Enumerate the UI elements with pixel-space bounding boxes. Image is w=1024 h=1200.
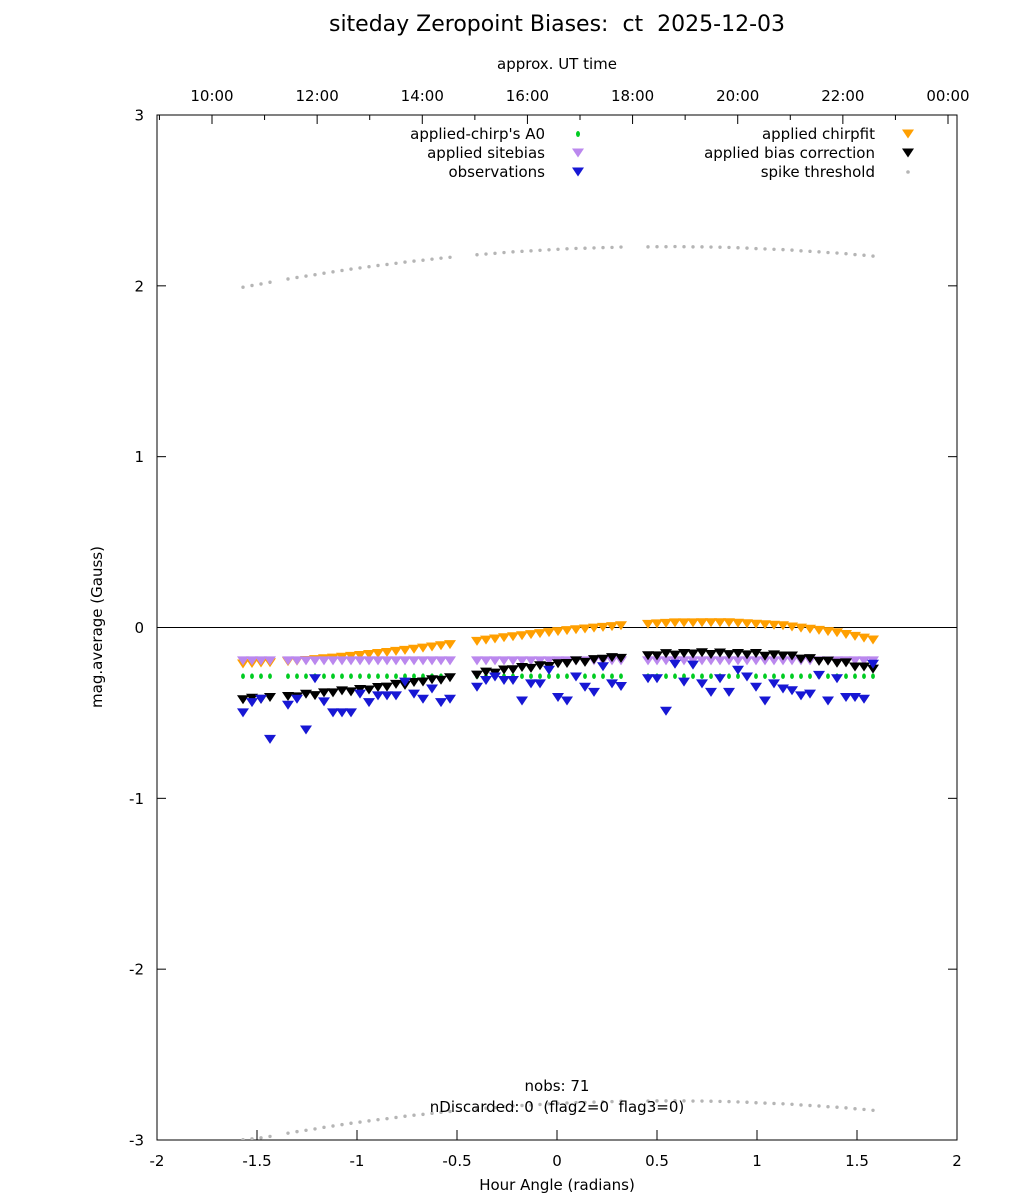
legend-entry-bias-correction: applied bias correction <box>575 143 920 162</box>
legend-label-observations: observations <box>448 162 545 181</box>
legend-entry-sitebias: applied sitebias <box>245 143 590 162</box>
legend-entry-chirpfit: applied chirpfit <box>575 124 920 143</box>
y-tick-label: -3 <box>129 1131 144 1149</box>
sitebias-legend-marker-icon <box>572 148 584 157</box>
series-observations <box>237 659 879 744</box>
x-tick-label: -1.5 <box>242 1152 271 1170</box>
legend-label-spike-threshold: spike threshold <box>760 162 875 181</box>
legend-entry-spike-threshold: spike threshold <box>575 162 920 181</box>
ut-tick-label: 16:00 <box>506 87 549 105</box>
y-tick-label: 1 <box>134 448 144 466</box>
x-tick-label: 1.5 <box>845 1152 869 1170</box>
y-tick-label: -1 <box>129 790 144 808</box>
y-tick-label: 3 <box>134 107 144 125</box>
y-tick-label: 2 <box>134 277 144 295</box>
observations-legend-marker-icon <box>572 167 584 176</box>
ut-tick-label: 22:00 <box>821 87 864 105</box>
ut-tick-label: 10:00 <box>190 87 233 105</box>
nobs-annotation: nobs: 71 <box>524 1077 590 1095</box>
series-a0 <box>241 673 875 679</box>
ut-tick-label: 00:00 <box>926 87 969 105</box>
x-tick-label: 2 <box>952 1152 962 1170</box>
y-axis-title: mag.average (Gauss) <box>88 546 106 708</box>
legend-label-chirpfit: applied chirpfit <box>761 124 875 143</box>
x-axis-title: Hour Angle (radians) <box>479 1176 635 1194</box>
ut-tick-label: 18:00 <box>611 87 654 105</box>
ndiscarded-annotation: nDiscarded: 0 (flag2=0 flag3=0) <box>429 1098 685 1116</box>
y-tick-label: -2 <box>129 961 144 979</box>
legend-label-bias-correction: applied bias correction <box>704 143 875 162</box>
ut-tick-label: 14:00 <box>401 87 444 105</box>
y-axis-ticks: 3 2 1 0 -1 -2 -3 <box>129 107 957 1149</box>
series-chirpfit <box>237 618 879 669</box>
series-bias_correction <box>237 648 879 705</box>
x-tick-label: -2 <box>150 1152 165 1170</box>
series-spike_threshold_lower <box>241 1099 875 1140</box>
x-tick-label: -1 <box>350 1152 365 1170</box>
legend-entry-observations: observations <box>245 162 590 181</box>
legend-label-a0: applied-chirp's A0 <box>410 124 545 143</box>
ut-tick-label: 12:00 <box>296 87 339 105</box>
x-tick-label: 0.5 <box>645 1152 669 1170</box>
x-tick-label: 0 <box>552 1152 562 1170</box>
x-axis-ticks: -2 -1.5 -1 -0.5 0 0.5 1 1.5 2 <box>150 1130 962 1170</box>
top-axis-title: approx. UT time <box>497 55 617 73</box>
x-tick-label: -0.5 <box>442 1152 471 1170</box>
series-spike_threshold_upper <box>241 244 875 289</box>
x-tick-label: 1 <box>752 1152 762 1170</box>
chirpfit-legend-marker-icon <box>902 129 914 138</box>
chart-title: siteday Zeropoint Biases: ct 2025-12-03 <box>328 12 786 37</box>
top-axis-ticks: 10:00 12:00 14:00 16:00 18:00 20:00 22:00 00:00 <box>158 87 970 124</box>
legend-entry-a0: applied-chirp's A0 <box>245 124 590 143</box>
spike-threshold-legend-marker-icon <box>906 169 910 174</box>
y-tick-label: 0 <box>134 619 144 637</box>
legend-label-sitebias: applied sitebias <box>427 143 545 162</box>
a0-legend-marker-icon <box>576 130 580 137</box>
bias-correction-legend-marker-icon <box>902 148 914 157</box>
ut-tick-label: 20:00 <box>716 87 759 105</box>
